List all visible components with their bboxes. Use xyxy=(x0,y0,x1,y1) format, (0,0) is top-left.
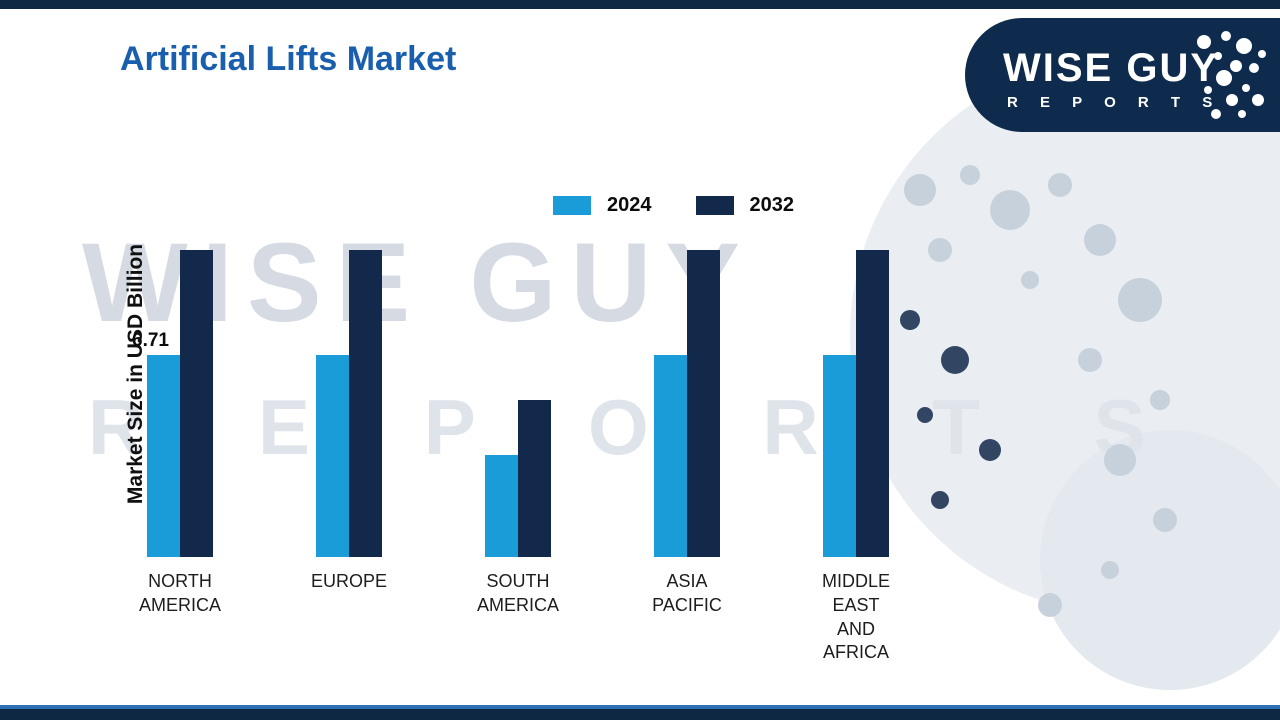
logo-head-icon xyxy=(1197,31,1266,119)
category-label-south-america: SOUTH AMERICA xyxy=(476,571,559,615)
legend-swatch-2024 xyxy=(553,196,591,215)
bar-2024-middle-east-and-africa xyxy=(823,355,856,557)
watermark-dot-pattern xyxy=(900,165,1177,617)
top-border xyxy=(0,0,1280,9)
bar-group-middle-east-and-africa: MIDDLE EAST AND AFRICA xyxy=(794,250,918,665)
bar-2024-south-america xyxy=(485,455,518,557)
bottom-accent-line xyxy=(0,705,1280,709)
bar-2024-asia-pacific xyxy=(654,355,687,557)
watermark-reports-text: R E P O R T S xyxy=(88,383,1192,471)
bar-group-europe: EUROPE xyxy=(287,250,411,665)
chart-title: Artificial Lifts Market xyxy=(120,40,457,78)
category-label-north-america: NORTH AMERICA xyxy=(138,571,221,615)
y-axis-label: Market Size in USD Billion xyxy=(124,243,147,505)
bar-group-asia-pacific: ASIA PACIFIC xyxy=(625,250,749,665)
bar-group-north-america: 6.71 NORTH AMERICA xyxy=(118,250,242,665)
legend-swatch-2032 xyxy=(695,196,734,215)
legend-label-2024: 2024 xyxy=(607,194,652,216)
bar-2032-middle-east-and-africa xyxy=(856,250,889,557)
bar-2032-north-america xyxy=(180,250,213,557)
bar-value-label: 6.71 xyxy=(132,330,169,351)
bar-group-south-america: SOUTH AMERICA xyxy=(456,250,580,665)
brand-logo: WISE GUY R E P O R T S xyxy=(965,18,1280,132)
bar-2024-north-america xyxy=(147,355,180,557)
category-label-middle-east-and-africa: MIDDLE EAST AND AFRICA xyxy=(821,571,890,663)
bar-2024-europe xyxy=(316,355,349,557)
plot-area: 6.71 NORTH AMERICA EUROPE SOUTH AMERICA ASIA PA… xyxy=(118,250,918,665)
legend-label-2032: 2032 xyxy=(749,194,795,216)
bar-2032-south-america xyxy=(518,400,551,557)
legend: 2024 2032 xyxy=(553,194,822,217)
brand-subtitle: R E P O R T S xyxy=(1007,94,1222,111)
category-label-europe: EUROPE xyxy=(310,571,388,591)
bottom-border xyxy=(0,709,1280,720)
bar-2032-europe xyxy=(349,250,382,557)
category-label-asia-pacific: ASIA PACIFIC xyxy=(652,571,722,615)
brand-name: WISE GUY xyxy=(1003,46,1220,90)
watermark-circle-small xyxy=(1040,430,1280,690)
bar-2032-asia-pacific xyxy=(687,250,720,557)
